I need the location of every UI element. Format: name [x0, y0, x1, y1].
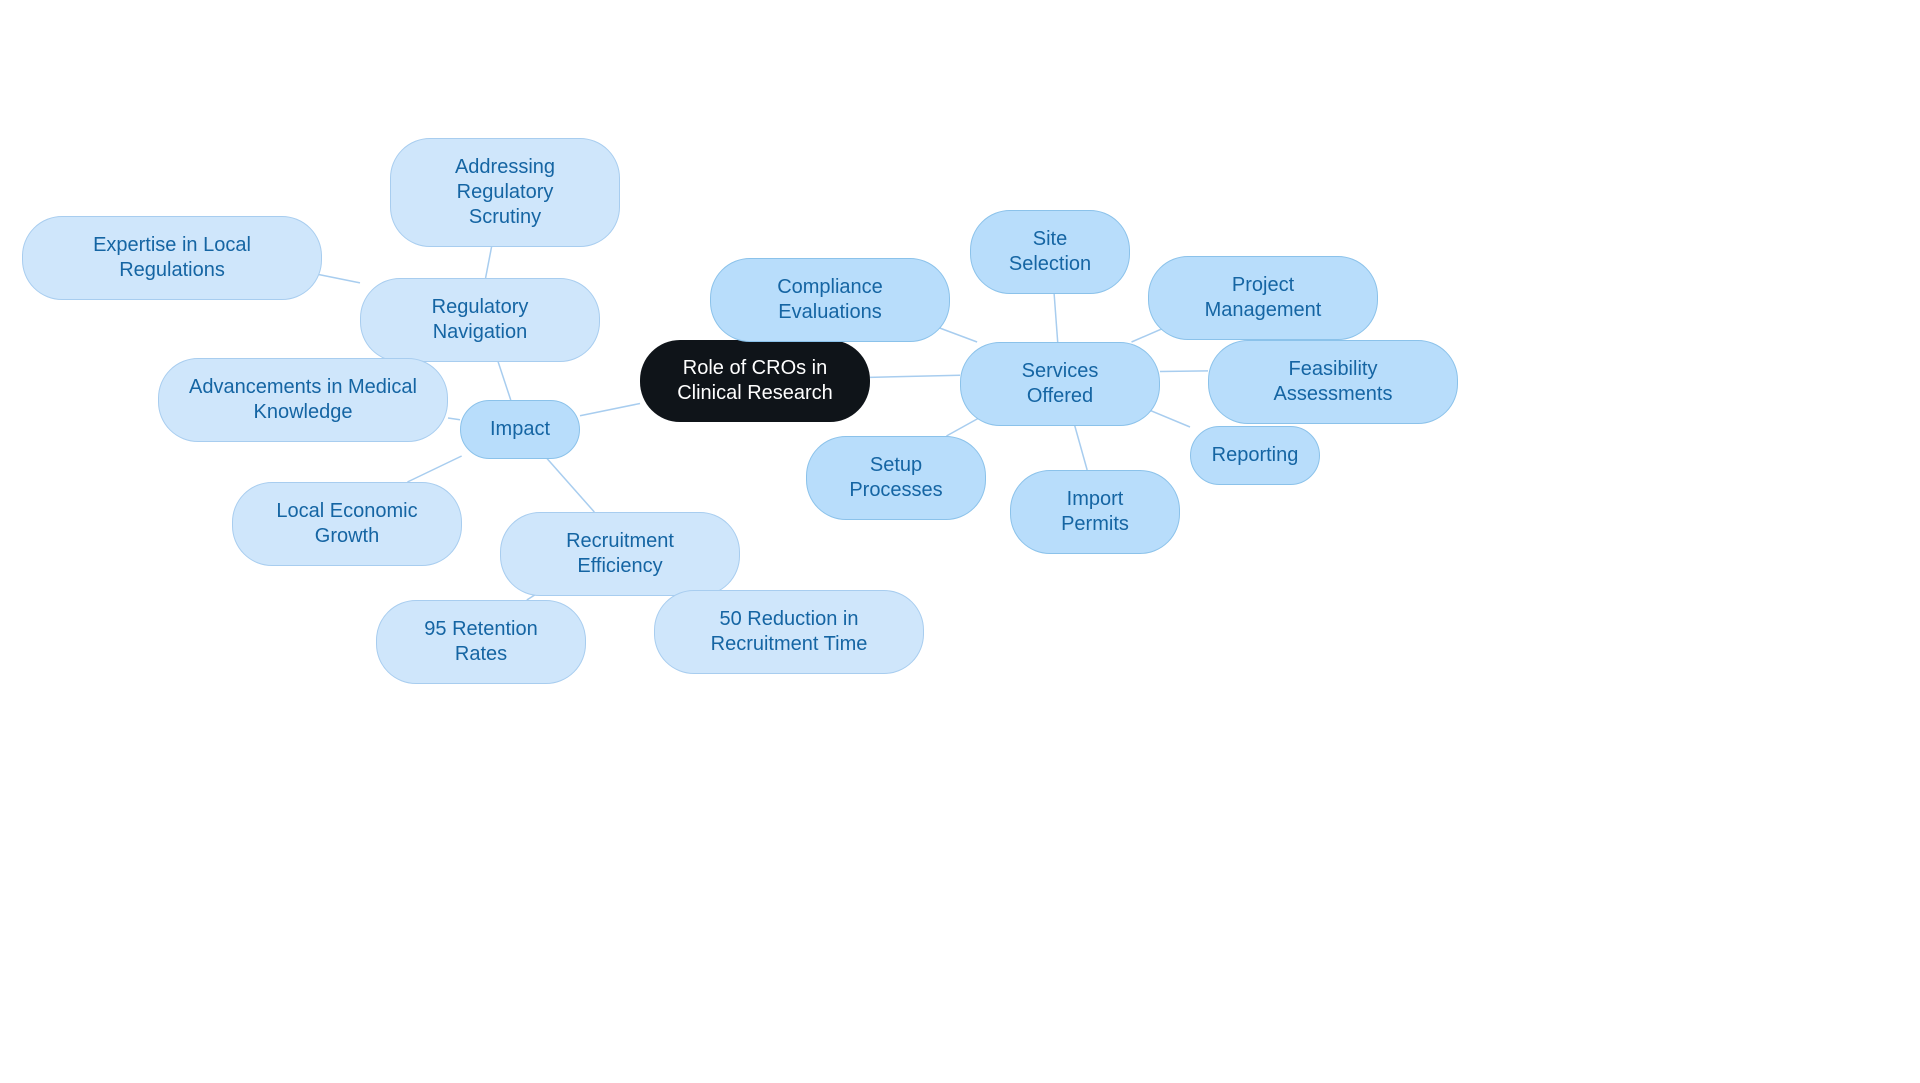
node-reg-local: Expertise in Local Regulations: [22, 216, 322, 300]
node-label: Services Offered: [989, 359, 1131, 409]
node-label: Import Permits: [1039, 487, 1151, 537]
node-label: Project Management: [1177, 273, 1349, 323]
node-setup: Setup Processes: [806, 436, 986, 520]
node-label: Advancements in Medical Knowledge: [187, 375, 419, 425]
node-central: Role of CROs in Clinical Research: [640, 340, 870, 422]
node-reg-scrutiny: Addressing Regulatory Scrutiny: [390, 138, 620, 247]
node-label: 95 Retention Rates: [405, 617, 557, 667]
node-label: Feasibility Assessments: [1237, 357, 1429, 407]
node-label: Addressing Regulatory Scrutiny: [419, 155, 591, 230]
node-import: Import Permits: [1010, 470, 1180, 554]
node-label: Recruitment Efficiency: [529, 529, 711, 579]
node-label: Local Economic Growth: [261, 499, 433, 549]
node-label: Reporting: [1212, 443, 1299, 468]
node-label: Impact: [490, 417, 550, 442]
mindmap-canvas: Role of CROs in Clinical Research Impact…: [0, 0, 1920, 1083]
node-label: Setup Processes: [835, 453, 957, 503]
node-services: Services Offered: [960, 342, 1160, 426]
node-adv-med: Advancements in Medical Knowledge: [158, 358, 448, 442]
node-local-econ: Local Economic Growth: [232, 482, 462, 566]
node-retention: 95 Retention Rates: [376, 600, 586, 684]
node-recruit-eff: Recruitment Efficiency: [500, 512, 740, 596]
node-label: Site Selection: [999, 227, 1101, 277]
node-feasibility: Feasibility Assessments: [1208, 340, 1458, 424]
node-label: Compliance Evaluations: [739, 275, 921, 325]
node-label: 50 Reduction in Recruitment Time: [683, 607, 895, 657]
node-label: Expertise in Local Regulations: [51, 233, 293, 283]
node-site-sel: Site Selection: [970, 210, 1130, 294]
node-proj-mgmt: Project Management: [1148, 256, 1378, 340]
node-impact: Impact: [460, 400, 580, 459]
node-reduction: 50 Reduction in Recruitment Time: [654, 590, 924, 674]
node-label: Role of CROs in Clinical Research: [668, 356, 842, 406]
node-compliance: Compliance Evaluations: [710, 258, 950, 342]
node-reg-nav: Regulatory Navigation: [360, 278, 600, 362]
node-reporting: Reporting: [1190, 426, 1320, 485]
node-label: Regulatory Navigation: [389, 295, 571, 345]
